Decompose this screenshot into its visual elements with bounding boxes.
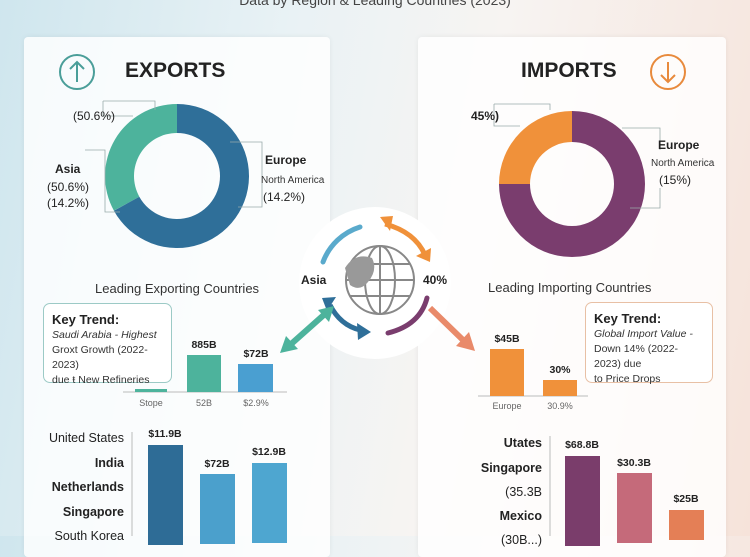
double-arrow-orange	[380, 216, 431, 262]
subtitle: Data by Region & Leading Countries (2023…	[239, 0, 511, 8]
country-label: Singapore	[480, 461, 542, 475]
arc-blue	[320, 224, 363, 265]
center-label-left: Asia	[301, 273, 327, 287]
bar	[135, 389, 167, 392]
bar	[490, 349, 524, 396]
donut-label: (50.6%)	[73, 109, 116, 123]
tick-label: Stope	[139, 398, 163, 408]
arrow-up-circle-icon	[59, 54, 95, 90]
exports-donut	[104, 104, 249, 248]
key-trend-title: Key Trend:	[594, 311, 662, 326]
country-label: (35.3B	[505, 485, 542, 499]
key-trend-line: to Price Drops	[594, 373, 661, 385]
imports-donut	[499, 111, 646, 257]
donut-label: (14.2%)	[47, 196, 90, 210]
tick-label: Europe	[492, 401, 522, 411]
key-trend-line: Saudi Arabia - Highest	[52, 329, 157, 341]
key-trend-line: due ŧ New Refineries	[52, 374, 150, 386]
key-trend-line: Groxt Growth (2022-2023)	[52, 344, 148, 371]
country-label: United States	[48, 431, 124, 445]
donut-segment-europe	[113, 104, 249, 248]
bar-value: $30.3B	[617, 457, 651, 469]
bar	[200, 474, 235, 544]
double-arrow-teal	[280, 306, 334, 353]
arrow-import	[427, 305, 475, 351]
axes	[123, 391, 588, 536]
key-trend-exports: Key Trend: Saudi Arabia - Highest Groxt …	[43, 303, 172, 386]
donut-label: 45%)	[471, 109, 500, 123]
donut-label: North America	[651, 158, 715, 169]
bar	[252, 463, 287, 543]
bar	[543, 380, 577, 396]
bar-value: 885B	[191, 339, 217, 351]
donut-label: (15%)	[659, 173, 692, 187]
country-label: South Korea	[54, 529, 125, 543]
tick-label: 52B	[195, 398, 212, 408]
key-trend-line: Down 14% (2022-2023) due	[594, 343, 679, 370]
arc-purple	[385, 295, 430, 336]
bar-value: $11.9B	[148, 428, 182, 440]
center-label-right: 40%	[423, 273, 448, 287]
donut-label: North America	[261, 175, 325, 186]
tick-label: $2.9%	[243, 398, 269, 408]
leader-lines	[85, 100, 661, 213]
country-label: India	[94, 456, 124, 470]
bar-value: $72B	[243, 348, 269, 360]
country-label: Netherlands	[51, 480, 124, 494]
bar	[669, 510, 704, 540]
bar-value: $45B	[494, 333, 520, 345]
donut-segment-orange	[499, 111, 572, 184]
country-label: (30B...)	[501, 533, 542, 547]
bar-value: $25B	[673, 493, 699, 505]
globe-icon	[345, 245, 415, 315]
country-label: Singapore	[62, 505, 124, 519]
bar	[565, 456, 600, 546]
section-title: Leading Exporting Countries	[95, 281, 260, 296]
exports-title: EXPORTS	[125, 59, 226, 82]
donut-segment-europe	[499, 111, 646, 257]
donut-label: Europe	[658, 138, 700, 152]
tick-label: 30.9%	[547, 401, 573, 411]
bar-value: $68.8B	[565, 439, 599, 451]
country-label: Mexico	[499, 509, 542, 523]
donut-label: (14.2%)	[263, 190, 306, 204]
bar-value: $12.9B	[252, 446, 286, 458]
donut-label: Europe	[265, 153, 307, 167]
country-label: Utates	[503, 436, 542, 450]
bar	[238, 364, 273, 392]
donut-label: (50.6%)	[47, 180, 90, 194]
section-title: Leading Importing Countries	[488, 280, 652, 295]
key-trend-line: Global Import Value -	[594, 328, 693, 340]
graphics-layer	[59, 54, 686, 536]
arrow-down-circle-icon	[650, 54, 686, 90]
bar	[148, 445, 183, 545]
bar-value: 30%	[549, 364, 571, 376]
donut-segment-asia	[104, 104, 177, 211]
bar	[617, 473, 652, 543]
imports-title: IMPORTS	[521, 59, 617, 82]
key-trend-imports: Key Trend: Global Import Value - Down 14…	[585, 302, 713, 385]
bar	[187, 355, 221, 392]
donut-label: Asia	[55, 162, 81, 176]
key-trend-title: Key Trend:	[52, 312, 120, 327]
bar-value: $72B	[204, 458, 230, 470]
